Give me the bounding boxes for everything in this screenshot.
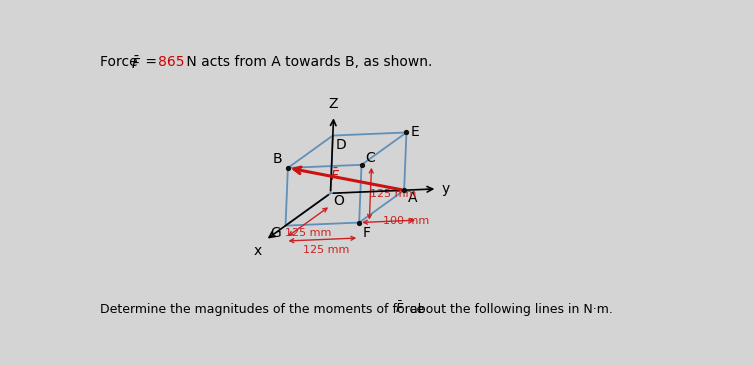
- Text: =: =: [142, 55, 162, 69]
- Text: N acts from A towards B, as shown.: N acts from A towards B, as shown.: [182, 55, 433, 69]
- Text: D: D: [336, 138, 346, 152]
- Text: Force: Force: [100, 55, 142, 69]
- Text: A: A: [408, 191, 417, 205]
- Text: $\bar{F}$: $\bar{F}$: [330, 168, 340, 184]
- Text: y: y: [442, 182, 450, 196]
- Text: O: O: [334, 194, 344, 208]
- Text: 125 mm: 125 mm: [285, 228, 331, 238]
- Text: 125 mm: 125 mm: [303, 245, 349, 255]
- Text: 125 mm: 125 mm: [370, 189, 417, 199]
- Text: $\bar{F}$: $\bar{F}$: [395, 300, 404, 316]
- Text: Determine the magnitudes of the moments of force: Determine the magnitudes of the moments …: [100, 303, 428, 316]
- Text: about the following lines in N·m.: about the following lines in N·m.: [406, 303, 612, 316]
- Text: Z: Z: [328, 97, 337, 111]
- Text: E: E: [410, 126, 419, 139]
- Text: G: G: [270, 227, 281, 240]
- Text: F: F: [362, 226, 370, 240]
- Text: 865: 865: [158, 55, 185, 69]
- Text: B: B: [273, 152, 282, 167]
- Text: C: C: [365, 151, 375, 165]
- Text: 100 mm: 100 mm: [383, 216, 428, 226]
- Text: x: x: [254, 244, 262, 258]
- Text: $\bar{F}$: $\bar{F}$: [130, 55, 141, 71]
